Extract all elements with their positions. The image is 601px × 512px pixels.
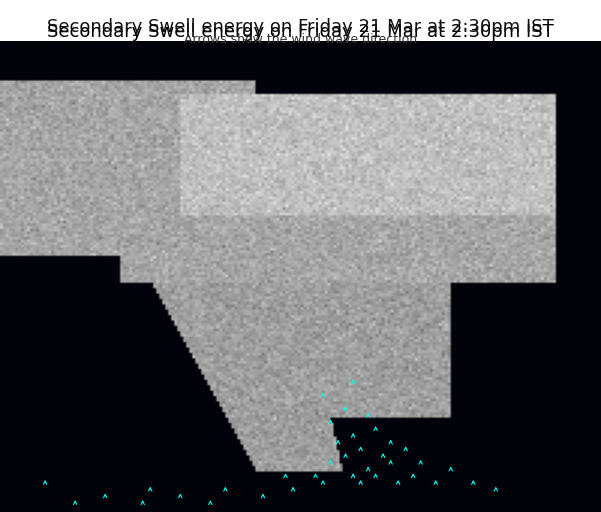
Text: Arrows show the wind wave direction: Arrows show the wind wave direction xyxy=(184,33,417,46)
Title: Secondary Swell energy on Friday 21 Mar at 2:30pm IST: Secondary Swell energy on Friday 21 Mar … xyxy=(47,23,554,41)
Text: Secondary Swell energy on Friday 21 Mar at 2:30pm IST: Secondary Swell energy on Friday 21 Mar … xyxy=(47,18,554,36)
